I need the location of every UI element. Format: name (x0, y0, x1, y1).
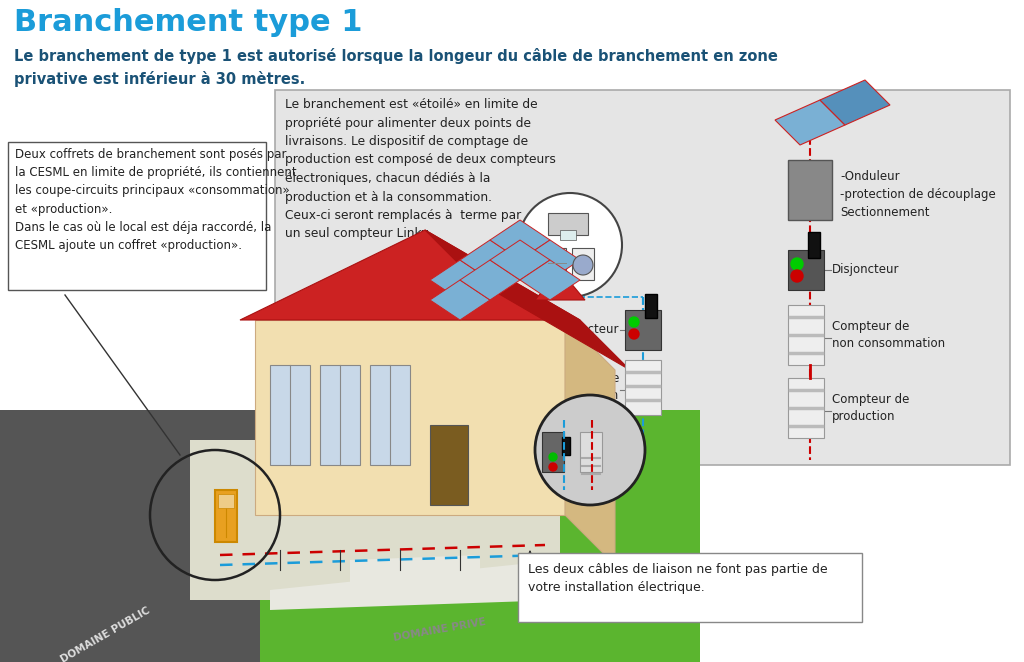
Text: DOMAINE PRIVE: DOMAINE PRIVE (393, 617, 487, 643)
Polygon shape (520, 260, 580, 300)
Polygon shape (240, 230, 580, 320)
Polygon shape (820, 80, 890, 125)
Polygon shape (430, 280, 490, 320)
Circle shape (518, 193, 622, 297)
Circle shape (573, 255, 593, 275)
Polygon shape (775, 100, 845, 145)
FancyBboxPatch shape (808, 232, 820, 258)
Text: DOMAINE PUBLIC: DOMAINE PUBLIC (58, 605, 152, 662)
Polygon shape (425, 230, 630, 370)
FancyBboxPatch shape (548, 213, 588, 235)
Polygon shape (190, 440, 560, 600)
FancyBboxPatch shape (548, 248, 566, 280)
Text: Deux coffrets de branchement sont posés par
la CESML en limite de propriété, ils: Deux coffrets de branchement sont posés … (15, 148, 297, 252)
FancyBboxPatch shape (788, 378, 824, 438)
FancyBboxPatch shape (625, 310, 662, 350)
FancyBboxPatch shape (275, 90, 1010, 465)
Polygon shape (535, 270, 585, 300)
Polygon shape (460, 240, 520, 280)
FancyBboxPatch shape (319, 365, 360, 465)
Polygon shape (460, 260, 520, 300)
FancyBboxPatch shape (788, 160, 831, 220)
Text: Le branchement de type 1 est autorisé lorsque la longeur du câble de branchement: Le branchement de type 1 est autorisé lo… (14, 48, 778, 87)
FancyBboxPatch shape (370, 365, 410, 465)
FancyBboxPatch shape (562, 437, 570, 455)
Polygon shape (0, 410, 700, 662)
Polygon shape (270, 560, 560, 610)
Polygon shape (430, 260, 490, 300)
Polygon shape (490, 220, 550, 260)
Polygon shape (260, 410, 700, 662)
Polygon shape (490, 240, 550, 280)
FancyBboxPatch shape (788, 305, 824, 365)
Circle shape (549, 453, 557, 461)
FancyBboxPatch shape (580, 432, 602, 472)
FancyBboxPatch shape (518, 553, 862, 622)
Text: Branchement type 1: Branchement type 1 (14, 8, 362, 37)
Circle shape (629, 317, 639, 327)
Polygon shape (0, 410, 260, 662)
Circle shape (791, 270, 803, 282)
Text: Le branchement est «étoilé» en limite de
propriété pour alimenter deux points de: Le branchement est «étoilé» en limite de… (285, 98, 556, 240)
Text: Compteur de
consommation: Compteur de consommation (531, 372, 618, 402)
Circle shape (629, 329, 639, 339)
Text: Compteur de
non consommation: Compteur de non consommation (831, 320, 945, 350)
Polygon shape (350, 555, 480, 595)
Text: Les deux câbles de liaison ne font pas partie de
votre installation électrique.: Les deux câbles de liaison ne font pas p… (528, 563, 827, 594)
Circle shape (791, 258, 803, 270)
Polygon shape (0, 420, 260, 662)
FancyBboxPatch shape (572, 248, 594, 280)
FancyBboxPatch shape (430, 425, 468, 505)
FancyBboxPatch shape (270, 365, 310, 465)
Circle shape (535, 395, 645, 505)
FancyBboxPatch shape (542, 432, 564, 472)
FancyBboxPatch shape (788, 250, 824, 290)
FancyBboxPatch shape (560, 230, 575, 240)
Polygon shape (565, 320, 615, 565)
FancyBboxPatch shape (625, 360, 662, 415)
Text: Arrivée du câble de
liaison consommation: Arrivée du câble de liaison consommation (489, 410, 618, 440)
Text: Disjoncteur: Disjoncteur (552, 324, 618, 336)
FancyBboxPatch shape (215, 490, 237, 542)
Circle shape (549, 463, 557, 471)
Text: Disjoncteur: Disjoncteur (831, 263, 899, 277)
FancyBboxPatch shape (8, 142, 266, 290)
FancyBboxPatch shape (255, 320, 565, 515)
Polygon shape (520, 240, 580, 280)
Text: Compteur de
production: Compteur de production (831, 393, 909, 423)
Polygon shape (0, 410, 265, 475)
FancyBboxPatch shape (218, 494, 234, 508)
Text: -Onduleur
-protection de découplage
Sectionnement: -Onduleur -protection de découplage Sect… (840, 170, 995, 219)
FancyBboxPatch shape (645, 294, 657, 318)
